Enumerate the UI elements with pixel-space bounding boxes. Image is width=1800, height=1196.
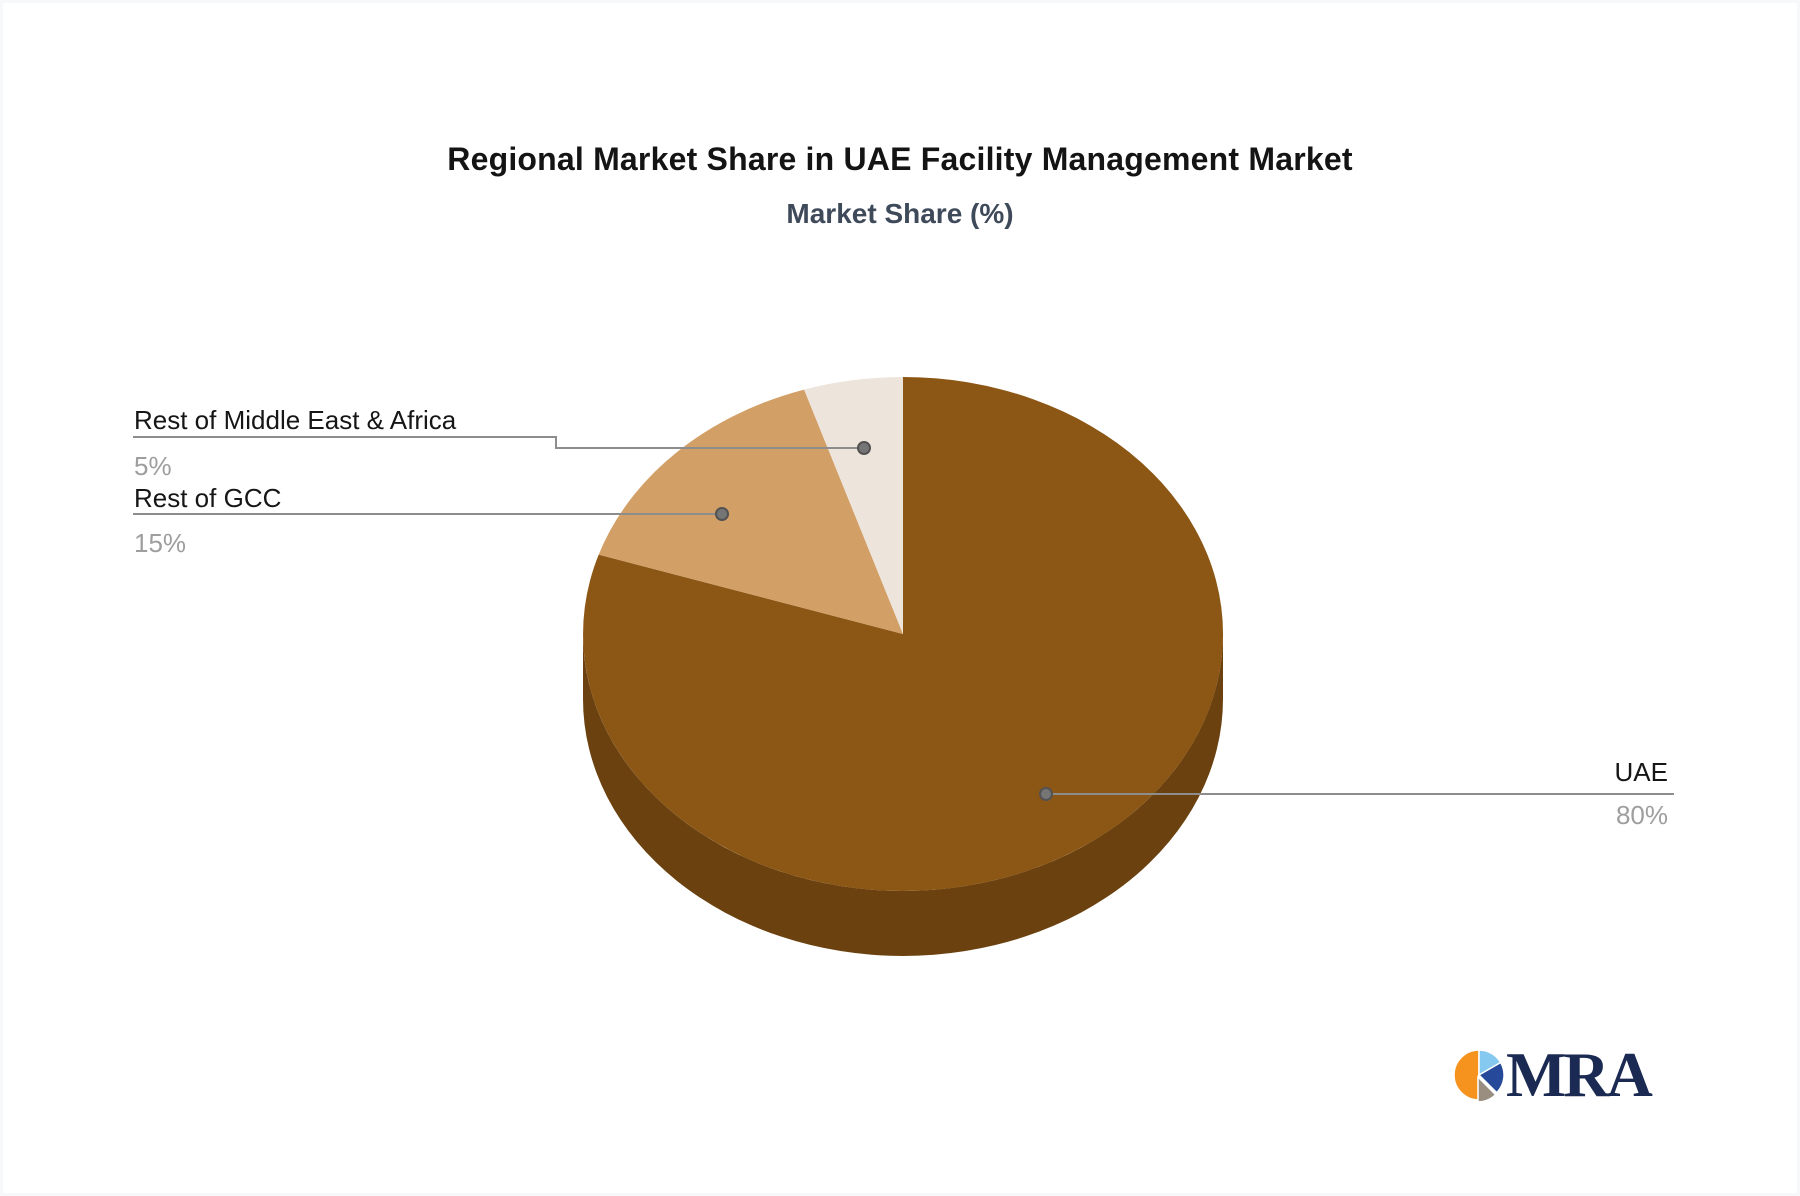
slice-label-rest-of-gcc: Rest of GCC <box>134 483 282 513</box>
brand-logo-pie-icon <box>1453 1049 1505 1101</box>
slice-value-uae: 80% <box>1615 800 1668 830</box>
chart-subtitle: Market Share (%) <box>786 198 1014 229</box>
brand-logo-text: MRA <box>1506 1039 1653 1110</box>
logo-wedge-taupe <box>1477 1075 1497 1101</box>
pie-slice-uae[interactable] <box>583 377 1224 891</box>
pie-chart <box>133 377 1674 956</box>
slice-value-rest-of-gcc: 15% <box>134 528 187 558</box>
slice-label-uae: UAE <box>1614 757 1668 787</box>
leader-dot-rest-of-gcc <box>715 507 729 521</box>
logo-wedge-orange <box>1453 1049 1480 1101</box>
pie-3d-side <box>583 634 1223 956</box>
pie-slices-group <box>583 377 1224 956</box>
leader-dot-uae <box>1039 787 1053 801</box>
slice-value-rest-of-middle-east-africa: 5% <box>134 451 172 481</box>
brand-logo: MRA <box>1453 1039 1653 1110</box>
pie-slice-rest-of-gcc[interactable] <box>598 389 903 634</box>
leader-line-rest-of-middle-east-africa <box>133 436 858 449</box>
logo-wedge-navy <box>1477 1061 1505 1094</box>
pie-slice-rest-of-middle-east-africa[interactable] <box>804 377 903 634</box>
leader-dot-rest-of-middle-east-africa <box>857 441 871 455</box>
chart-title: Regional Market Share in UAE Facility Ma… <box>447 141 1353 177</box>
slice-label-rest-of-middle-east-africa: Rest of Middle East & Africa <box>134 405 457 435</box>
